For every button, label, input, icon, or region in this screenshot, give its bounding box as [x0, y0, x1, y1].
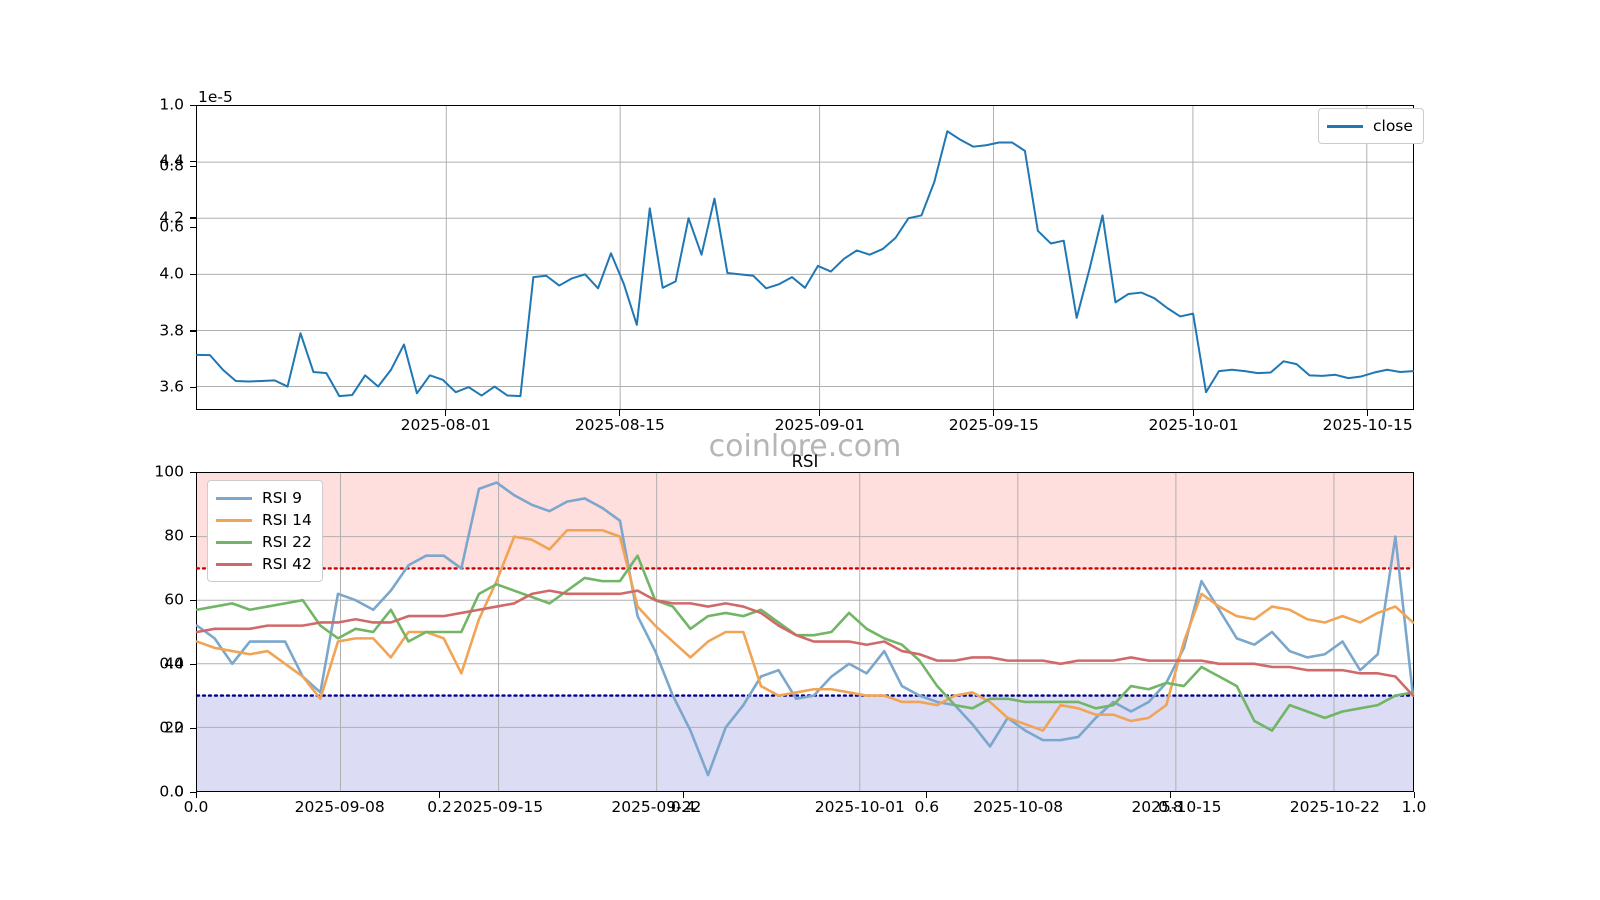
rsi-y-tick-40: 40 [164, 654, 184, 673]
legend-swatch-rsi-9 [216, 496, 252, 500]
rsi-x-tick-2025-10-22: 2025-10-22 [1289, 798, 1380, 816]
price-y-tickmark-overlay [190, 226, 196, 228]
rsi-y-tick-overlay-0.2: 0.2 [159, 718, 184, 737]
rsi-x-tickmark-overlay [195, 792, 197, 798]
rsi-x-tick-2025-10-01: 2025-10-01 [814, 798, 905, 816]
rsi-y-tick-100: 100 [154, 462, 184, 481]
price-x-tick-2025-08-01: 2025-08-01 [400, 416, 491, 434]
price-y-tick-3.8: 3.8 [159, 321, 184, 340]
rsi-x-tickmark-overlay [1169, 792, 1171, 798]
rsi-x-tick-2025-09-15: 2025-09-15 [453, 798, 544, 816]
rsi-y-tick-overlay-0.4: 0.4 [159, 654, 184, 673]
price-x-tickmark [1367, 410, 1369, 416]
price-x-tickmark [619, 410, 621, 416]
legend-label-rsi-42: RSI 42 [262, 555, 312, 573]
price-y-tick-4.2: 4.2 [159, 208, 184, 227]
rsi-y-tickmark [190, 599, 196, 601]
price-y-tickmark [190, 217, 196, 219]
price-legend[interactable]: close [1318, 108, 1424, 144]
price-y-tick-overlay-1.0: 1.0 [159, 95, 184, 114]
price-y-tickmark [190, 160, 196, 163]
rsi-x-tick-2025-09-22: 2025-09-22 [611, 798, 702, 816]
rsi-plot-area [195, 473, 1415, 791]
rsi-y-tick-overlay-0.0: 0.0 [159, 782, 184, 801]
legend-swatch-rsi-14 [216, 518, 252, 522]
legend-item-rsi-42[interactable]: RSI 42 [216, 553, 312, 575]
legend-label-rsi-14: RSI 14 [262, 511, 312, 529]
price-plot-area [196, 106, 1414, 409]
price-x-tickmark [993, 410, 995, 416]
legend-swatch-rsi-42 [216, 562, 252, 566]
price-y-tickmark [190, 386, 196, 388]
rsi-x-tickmark-overlay [926, 792, 928, 798]
rsi-y-tick-20: 20 [164, 718, 184, 737]
price-y-offset-text: 1e-5 [198, 88, 233, 106]
rsi-x-tick-overlay-0.8: 0.8 [1158, 798, 1183, 816]
price-y-tick-overlay-0.8: 0.8 [159, 156, 184, 175]
rsi-chart-title: RSI [791, 452, 819, 471]
rsi-y-tickmark [190, 471, 196, 473]
legend-swatch-close [1327, 124, 1363, 128]
price-x-tick-2025-10-01: 2025-10-01 [1148, 416, 1239, 434]
legend-item-close[interactable]: close [1327, 115, 1413, 137]
legend-label-close: close [1373, 117, 1413, 135]
rsi-chart-axes [195, 472, 1415, 792]
rsi-y-tickmark-overlay [190, 663, 196, 665]
price-x-tick-2025-09-15: 2025-09-15 [948, 416, 1039, 434]
price-x-tick-2025-09-01: 2025-09-01 [774, 416, 865, 434]
rsi-x-tick-2025-10-08: 2025-10-08 [973, 798, 1064, 816]
rsi-x-tick-2025-09-08: 2025-09-08 [294, 798, 385, 816]
price-y-tick-4.4: 4.4 [159, 151, 184, 170]
rsi-x-tickmark-overlay [439, 792, 441, 798]
price-y-tickmark [190, 330, 196, 332]
rsi-y-tickmark [190, 535, 196, 537]
rsi-y-tickmark-overlay [190, 791, 196, 793]
price-x-tick-2025-10-15: 2025-10-15 [1322, 416, 1413, 434]
rsi-x-tick-overlay-0.6: 0.6 [914, 798, 940, 816]
rsi-x-tick-overlay-0.2: 0.2 [427, 798, 452, 816]
legend-label-rsi-22: RSI 22 [262, 533, 312, 551]
rsi-x-tick-overlay-1.0: 1.0 [1401, 798, 1427, 816]
price-x-tickmark [819, 410, 821, 416]
legend-swatch-rsi-22 [216, 540, 252, 544]
legend-label-rsi-9: RSI 9 [262, 489, 302, 507]
legend-item-rsi-14[interactable]: RSI 14 [216, 509, 312, 531]
rsi-y-tick-80: 80 [164, 526, 184, 545]
price-x-tickmark [1193, 410, 1195, 416]
watermark-text: coinlore.com [708, 429, 902, 464]
rsi-y-tickmark-overlay [190, 727, 196, 729]
price-y-tick-3.6: 3.6 [159, 377, 184, 396]
rsi-y-tick-0: 0 [174, 782, 184, 801]
rsi-x-tick-2025-10-15: 2025-10-15 [1131, 798, 1222, 816]
legend-item-rsi-9[interactable]: RSI 9 [216, 487, 312, 509]
price-y-tickmark-overlay [190, 104, 196, 106]
rsi-x-tickmark-overlay [682, 792, 684, 798]
price-chart-axes [196, 105, 1414, 410]
rsi-x-tick-overlay-0.4: 0.4 [670, 798, 696, 816]
rsi-x-tickmark-overlay [1413, 792, 1415, 798]
price-x-tickmark [445, 410, 447, 416]
price-y-tickmark-overlay [190, 165, 196, 167]
rsi-x-tick-overlay-0.0: 0.0 [183, 798, 209, 816]
price-x-tick-2025-08-15: 2025-08-15 [574, 416, 665, 434]
price-y-tickmark [190, 273, 196, 276]
rsi-legend[interactable]: RSI 9 RSI 14 RSI 22 RSI 42 [207, 480, 323, 582]
price-y-tick-4.0: 4.0 [159, 264, 184, 283]
legend-item-rsi-22[interactable]: RSI 22 [216, 531, 312, 553]
rsi-y-tick-60: 60 [164, 590, 184, 609]
price-y-tick-overlay-0.6: 0.6 [159, 217, 184, 236]
